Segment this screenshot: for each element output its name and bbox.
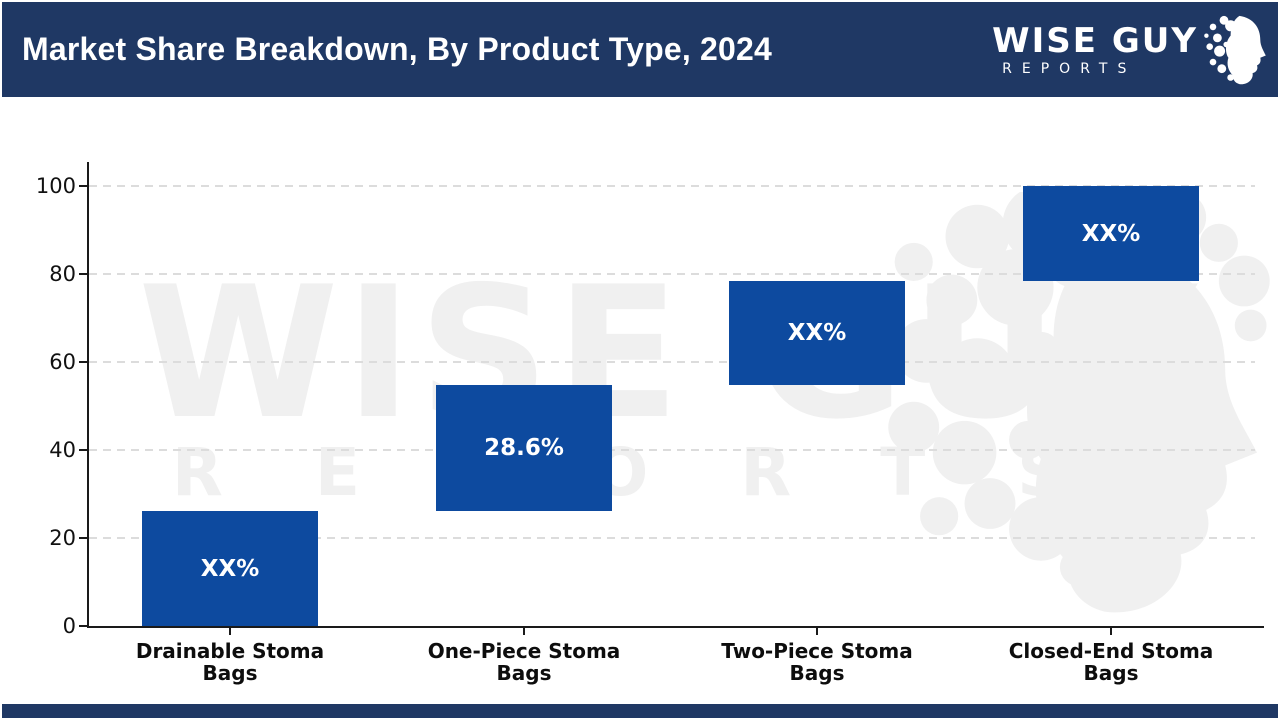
bar-value-label: XX% bbox=[1081, 220, 1141, 247]
y-axis-line bbox=[87, 162, 89, 628]
y-tick-mark bbox=[79, 273, 87, 275]
brand-logo: WISE GUY REPORTS bbox=[992, 6, 1268, 94]
y-tick-label: 20 bbox=[49, 526, 76, 550]
y-tick-mark bbox=[79, 537, 87, 539]
wiseguy-head-logo-icon bbox=[1204, 15, 1266, 85]
y-tick-label: 80 bbox=[49, 262, 76, 286]
y-tick-label: 100 bbox=[35, 174, 76, 198]
y-tick-label: 40 bbox=[49, 438, 76, 462]
x-tick-mark bbox=[523, 628, 525, 635]
category-label: Two-Piece Stoma Bags bbox=[721, 639, 913, 685]
y-tick-mark bbox=[79, 361, 87, 363]
brand-text: WISE GUY REPORTS bbox=[992, 21, 1198, 77]
x-tick-mark bbox=[816, 628, 818, 635]
gridline bbox=[89, 361, 1255, 363]
header-bar: Market Share Breakdown, By Product Type,… bbox=[2, 2, 1278, 97]
category-label: One-Piece Stoma Bags bbox=[427, 639, 621, 685]
y-tick-mark bbox=[79, 449, 87, 451]
y-tick-label: 60 bbox=[49, 350, 76, 374]
bar: XX% bbox=[142, 511, 318, 626]
bar: XX% bbox=[729, 281, 905, 386]
footer-bar bbox=[2, 704, 1278, 718]
x-tick-mark bbox=[1110, 628, 1112, 635]
bar: 28.6% bbox=[436, 385, 612, 512]
y-tick-mark bbox=[79, 185, 87, 187]
category-label: Drainable Stoma Bags bbox=[135, 639, 325, 685]
page-title: Market Share Breakdown, By Product Type,… bbox=[22, 31, 772, 67]
y-tick-mark bbox=[79, 625, 87, 627]
bar: XX% bbox=[1023, 186, 1199, 282]
x-tick-mark bbox=[229, 628, 231, 635]
gridline bbox=[89, 449, 1255, 451]
brand-subtitle: REPORTS bbox=[1002, 60, 1137, 77]
category-label: Closed-End Stoma Bags bbox=[1008, 639, 1214, 685]
bar-value-label: XX% bbox=[787, 320, 847, 347]
brand-name: WISE GUY bbox=[992, 21, 1198, 62]
y-tick-label: 0 bbox=[62, 614, 76, 638]
gridline bbox=[89, 537, 1255, 539]
x-axis-line bbox=[87, 626, 1264, 628]
bar-value-label: 28.6% bbox=[484, 435, 564, 462]
bar-value-label: XX% bbox=[200, 555, 260, 582]
gridline bbox=[89, 273, 1255, 275]
gridline bbox=[89, 185, 1255, 187]
